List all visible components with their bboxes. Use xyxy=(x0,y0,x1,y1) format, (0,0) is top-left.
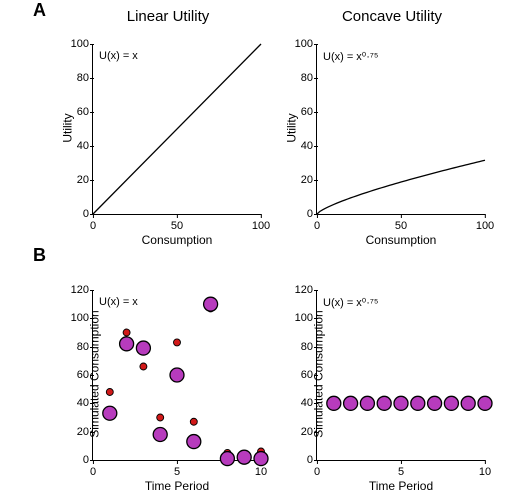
chart-B-left: 0204060801001200510Simulated Consumption… xyxy=(92,290,260,460)
y-axis-label: Utility xyxy=(285,113,299,142)
x-axis-label: Time Period xyxy=(93,479,261,493)
panel-label-A: A xyxy=(33,0,46,21)
x-axis-label: Time Period xyxy=(317,479,485,493)
title-linear: Linear Utility xyxy=(56,8,280,25)
chart-B-right: 0204060801001200510Simulated Consumption… xyxy=(316,290,484,460)
chart-A-right: 020406080100050100UtilityConsumptionU(x)… xyxy=(316,44,484,214)
x-axis-label: Consumption xyxy=(317,233,485,247)
x-axis-label: Consumption xyxy=(93,233,261,247)
y-axis-label: Utility xyxy=(61,113,75,142)
panel-label-B: B xyxy=(33,245,46,266)
figure: A B Linear Utility Concave Utility 02040… xyxy=(0,0,512,500)
title-concave: Concave Utility xyxy=(280,8,504,25)
chart-A-left: 020406080100050100UtilityConsumptionU(x)… xyxy=(92,44,260,214)
